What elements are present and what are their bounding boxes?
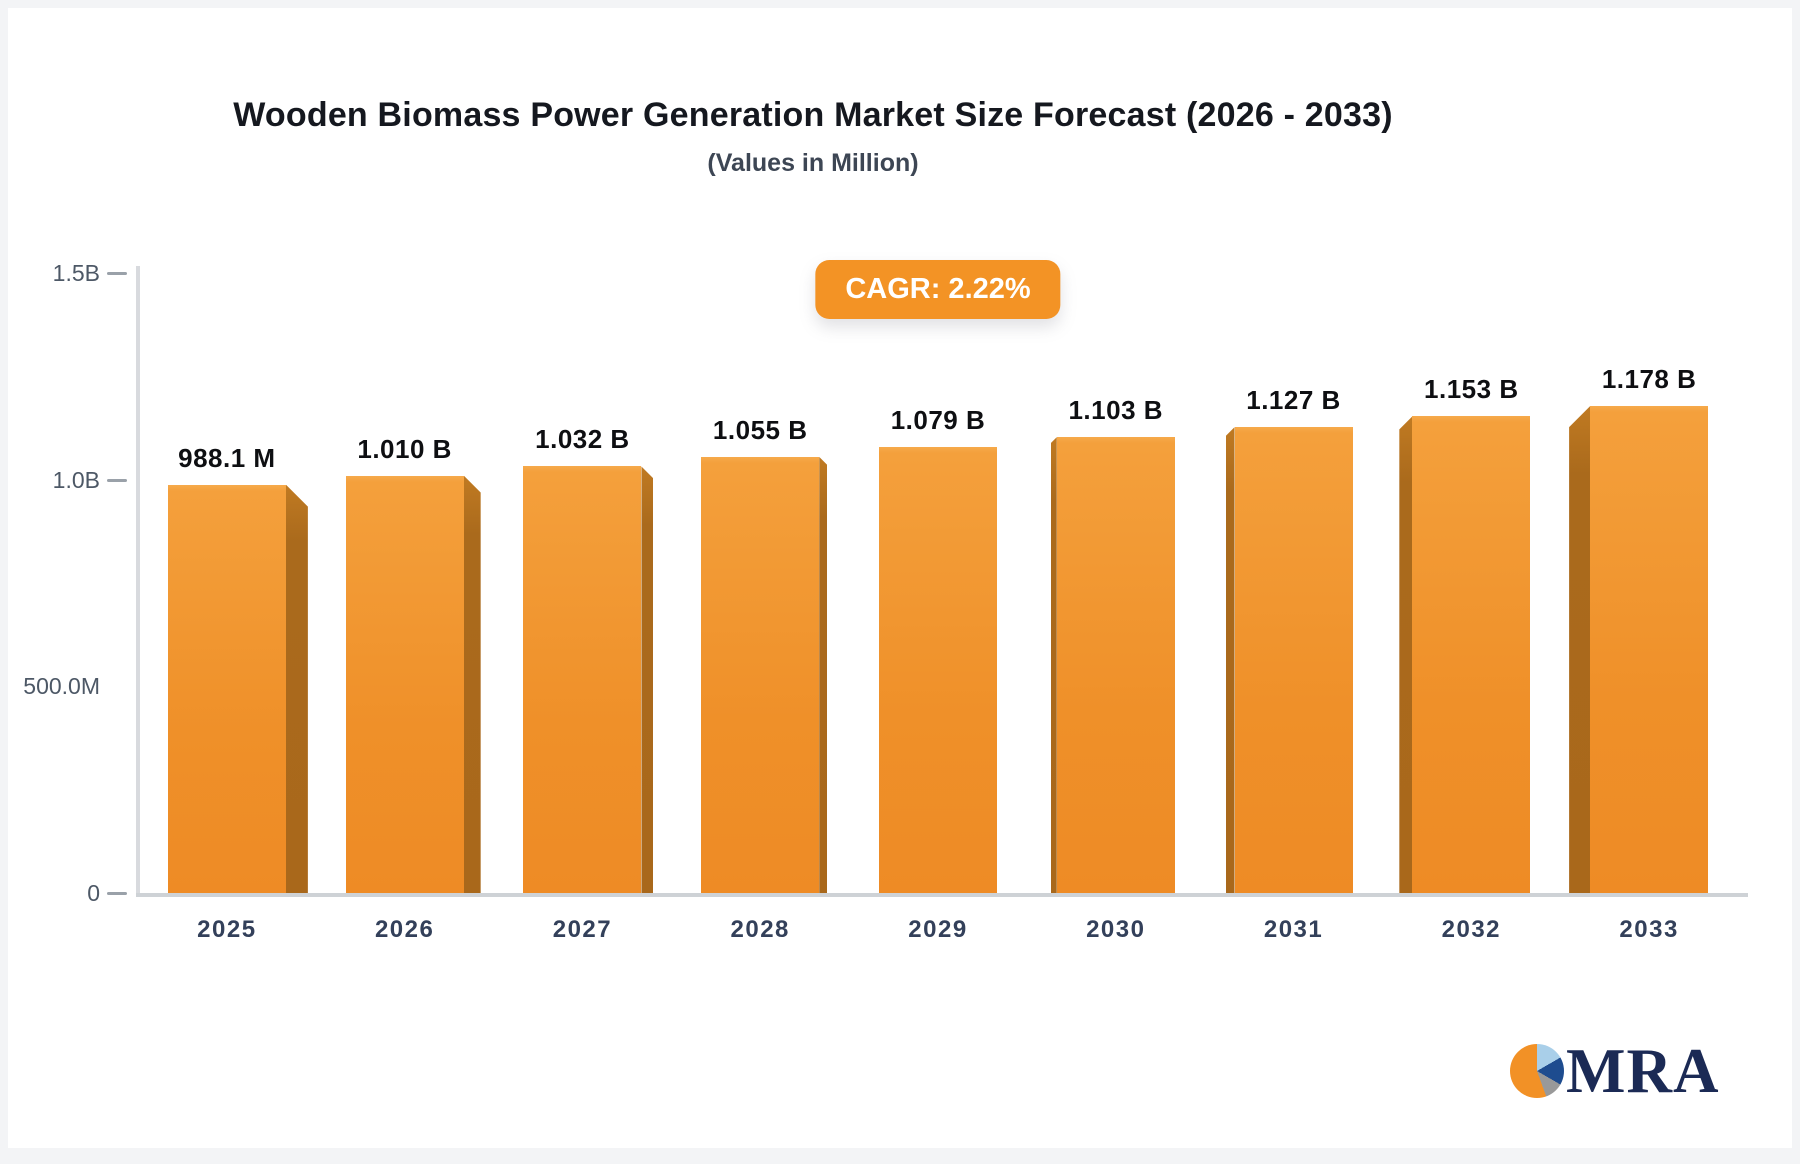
bar-value-label: 988.1 M [178,442,276,473]
y-tick-dash [107,892,127,895]
x-tick-label: 2032 [1441,916,1502,943]
bar[interactable] [1234,427,1353,893]
bar-side [1225,427,1235,893]
x-tick-label: 2025 [197,916,257,943]
bar-side [1050,437,1057,893]
bar-side [463,475,481,893]
bar-value-label: 1.153 B [1424,374,1519,405]
y-axis-line [136,266,140,897]
y-tick-dash [107,478,127,482]
bar-value-label: 1.079 B [890,405,986,435]
bar-side [285,484,308,893]
bar-side [1399,416,1413,893]
y-tick-dash [107,272,127,275]
logo-wordmark: MRA [1566,1036,1720,1106]
bar[interactable] [1590,406,1709,893]
bar[interactable] [1412,416,1531,893]
bar[interactable] [523,466,642,893]
x-tick-label: 2029 [908,916,968,943]
bar-side [641,466,654,893]
chart-header: Wooden Biomass Power Generation Market S… [8,96,1618,178]
y-tick-label: 0 [87,880,100,906]
y-tick-label: 500.0M [23,673,100,700]
plot-area: 1.5B 1.0B 500.0M 0 988.1 M 2025 1.010 B 2026 1.0… [8,8,1800,1164]
x-tick-label: 2033 [1619,916,1679,943]
brand-logo[interactable]: MRA [1510,1036,1720,1106]
chart-card: Wooden Biomass Power Generation Market S… [8,8,1792,1148]
cagr-badge: CAGR: 2.22% [815,260,1061,319]
x-tick-label: 2026 [374,916,435,943]
bar-value-label: 1.127 B [1246,385,1341,416]
bar[interactable] [345,475,464,893]
x-tick-label: 2031 [1263,916,1324,943]
bar[interactable] [701,456,820,893]
bar-value-label: 1.055 B [712,414,808,445]
x-tick-label: 2030 [1086,916,1146,943]
logo-pie-icon [1510,1044,1564,1098]
x-tick-label: 2027 [552,916,613,943]
chart-title: Wooden Biomass Power Generation Market S… [233,96,1393,134]
bar-value-label: 1.103 B [1068,395,1164,426]
bar-side [1569,406,1591,893]
bar[interactable] [1056,437,1175,893]
bar-value-label: 1.032 B [535,424,630,455]
chart-subtitle: (Values in Million) [707,149,919,177]
x-axis-line [136,893,1748,897]
bar[interactable] [879,447,997,893]
x-tick-label: 2028 [730,916,790,943]
bar-side [819,456,828,893]
bar-value-label: 1.178 B [1601,364,1697,395]
y-tick-label: 1.0B [52,466,100,493]
bar[interactable] [167,484,286,893]
y-tick-label: 1.5B [52,260,100,286]
bar-value-label: 1.010 B [357,433,452,464]
